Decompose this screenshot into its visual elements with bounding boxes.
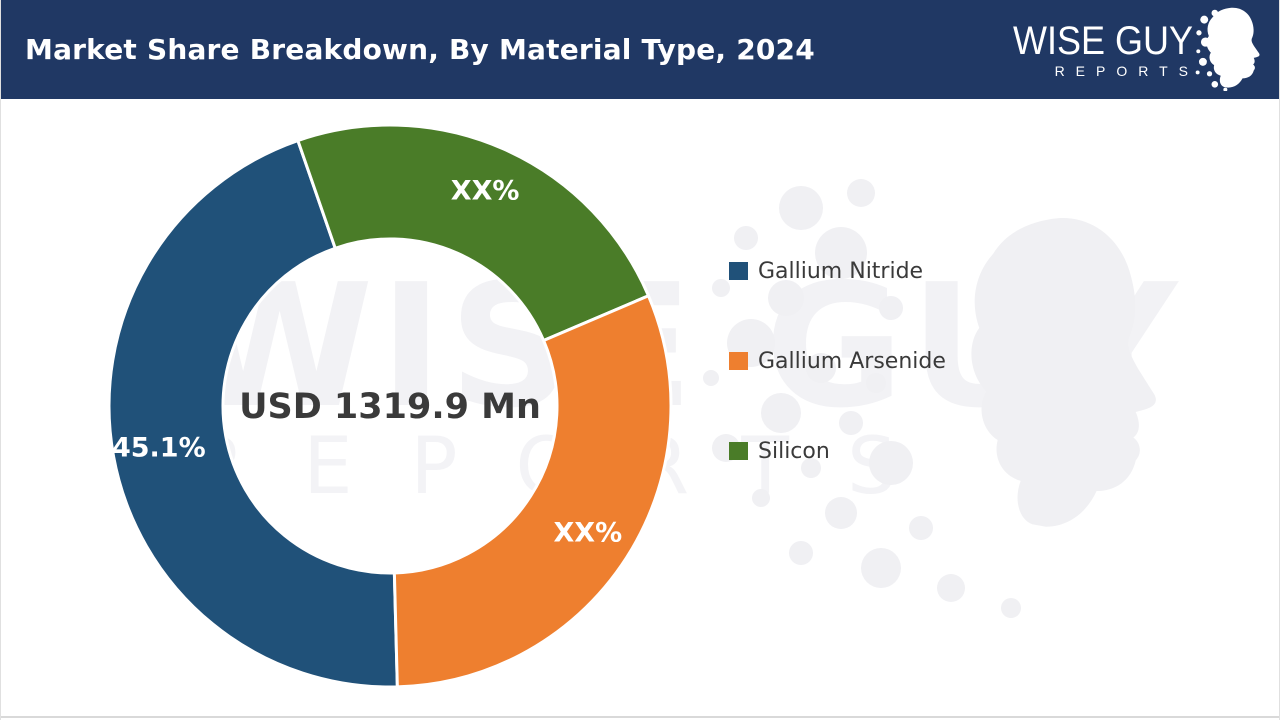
watermark-head-icon — [691, 168, 1171, 642]
slice-percentage-label: XX% — [451, 176, 520, 207]
logo-head-icon — [1195, 5, 1261, 95]
legend-swatch-gallium-arsenide — [729, 352, 748, 370]
slice-percentage-label: XX% — [553, 518, 622, 549]
legend-item-silicon: Silicon — [729, 438, 946, 464]
brand-logo: WISE GUY REPORTS — [993, 5, 1261, 95]
header-bar: Market Share Breakdown, By Material Type… — [1, 0, 1279, 99]
chart-legend: Gallium Nitride Gallium Arsenide Silicon — [729, 258, 946, 464]
slice-percentage-label: 45.1% — [112, 433, 206, 464]
donut-slice-gallium-arsenide — [392, 294, 673, 689]
brand-logo-text: WISE GUY REPORTS — [993, 21, 1193, 78]
page-bottom-border — [1, 716, 1279, 718]
brand-logo-subtitle: REPORTS — [1054, 63, 1199, 79]
legend-label: Gallium Nitride — [758, 258, 924, 284]
donut-slice-silicon — [296, 123, 650, 342]
brand-logo-name: WISE GUY — [1012, 19, 1193, 63]
legend-swatch-gallium-nitride — [729, 262, 748, 280]
page-title: Market Share Breakdown, By Material Type… — [25, 33, 815, 66]
donut-slice-gallium-nitride — [107, 139, 399, 689]
chart-center-value: USD 1319.9 Mn — [239, 387, 541, 427]
legend-label: Gallium Arsenide — [758, 348, 946, 374]
legend-item-gallium-arsenide: Gallium Arsenide — [729, 348, 946, 374]
legend-swatch-silicon — [729, 442, 748, 460]
legend-item-gallium-nitride: Gallium Nitride — [729, 258, 946, 284]
legend-label: Silicon — [758, 438, 830, 464]
